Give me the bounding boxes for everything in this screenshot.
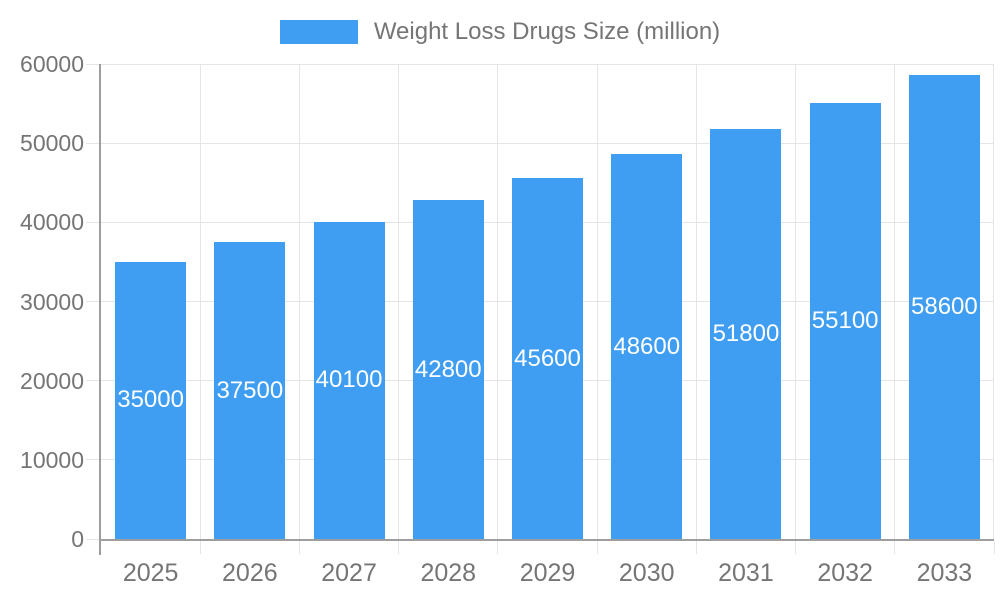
x-axis-tick-mark xyxy=(795,541,797,554)
x-axis-tick-mark xyxy=(298,541,300,554)
y-axis-tick-mark xyxy=(86,221,99,223)
y-axis-tick-mark xyxy=(86,380,99,382)
bar-2031[interactable] xyxy=(710,128,782,539)
bar-value-label: 37500 xyxy=(216,376,284,404)
bar-value-label: 35000 xyxy=(117,386,184,414)
bar-value-label: 55100 xyxy=(811,306,879,334)
gridline-vertical xyxy=(497,64,499,539)
y-axis-tick-label: 20000 xyxy=(20,367,84,394)
gridline-vertical xyxy=(298,64,300,539)
plot-border-right xyxy=(993,64,994,539)
y-axis-tick-label: 10000 xyxy=(20,446,84,473)
bar-2028[interactable] xyxy=(412,200,484,539)
plot-border-top xyxy=(101,64,994,65)
gridline-vertical xyxy=(695,64,697,539)
y-axis-tick-mark xyxy=(86,301,99,302)
bar-value-label: 40100 xyxy=(315,366,383,394)
x-axis-tick-label: 2027 xyxy=(321,559,377,587)
gridline-vertical xyxy=(894,64,896,539)
bar-2029[interactable] xyxy=(512,178,583,539)
x-axis-tick-mark xyxy=(695,541,697,554)
bar-value-label: 45600 xyxy=(514,344,581,372)
x-axis-tick-label: 2029 xyxy=(519,559,576,587)
y-axis-tick-mark xyxy=(86,459,99,461)
y-axis-tick-label: 50000 xyxy=(20,130,84,157)
x-axis-tick-mark xyxy=(596,541,598,554)
bar-value-label: 51800 xyxy=(712,319,780,347)
bar-2025[interactable] xyxy=(115,261,187,539)
x-axis-tick-mark xyxy=(199,541,201,554)
y-axis-tick-label: 0 xyxy=(71,526,84,552)
y-axis-tick-label: 40000 xyxy=(20,209,84,236)
y-axis-tick-mark xyxy=(86,63,99,65)
x-axis-tick-mark xyxy=(993,541,995,554)
gridline-vertical xyxy=(398,64,400,539)
y-axis-tick-label: 60000 xyxy=(20,51,84,77)
x-axis-tick-label: 2025 xyxy=(122,559,179,587)
bar-2033[interactable] xyxy=(908,75,980,539)
x-axis-tick-label: 2026 xyxy=(222,559,278,587)
legend-label: Weight Loss Drugs Size (million) xyxy=(373,18,721,45)
bar-2030[interactable] xyxy=(611,154,683,539)
bar-value-label: 42800 xyxy=(414,355,482,383)
plot-area: 0 10000 20000 30000 40000 50000 60000 2025 2026 2… xyxy=(20,51,995,587)
y-axis-tick-label: 30000 xyxy=(20,288,84,315)
gridline-horizontal xyxy=(101,142,994,144)
legend-swatch-icon[interactable] xyxy=(279,20,358,44)
x-axis-tick-label: 2028 xyxy=(420,559,477,587)
bar-2032[interactable] xyxy=(809,102,881,539)
y-axis-tick-mark xyxy=(86,538,99,540)
x-axis-tick-label: 2033 xyxy=(916,559,973,587)
x-axis-tick-label: 2030 xyxy=(618,559,675,587)
bar-2027[interactable] xyxy=(313,221,385,539)
y-axis-tick-mark xyxy=(86,142,99,144)
bar-value-label: 58600 xyxy=(911,293,978,321)
bar-2026[interactable] xyxy=(214,242,286,539)
x-axis-tick-label: 2032 xyxy=(817,559,873,587)
x-axis-line xyxy=(99,539,994,541)
x-axis-tick-label: 2031 xyxy=(718,559,774,587)
x-axis-tick-mark xyxy=(894,541,896,554)
gridline-vertical xyxy=(596,64,598,539)
chart-legend: Weight Loss Drugs Size (million) xyxy=(0,18,1000,46)
gridline-vertical xyxy=(795,64,797,539)
x-axis-tick-mark xyxy=(497,541,499,554)
gridline-vertical xyxy=(199,64,201,539)
y-axis-line xyxy=(99,64,101,555)
x-axis-tick-mark xyxy=(398,541,400,554)
bar-value-label: 48600 xyxy=(613,332,681,360)
